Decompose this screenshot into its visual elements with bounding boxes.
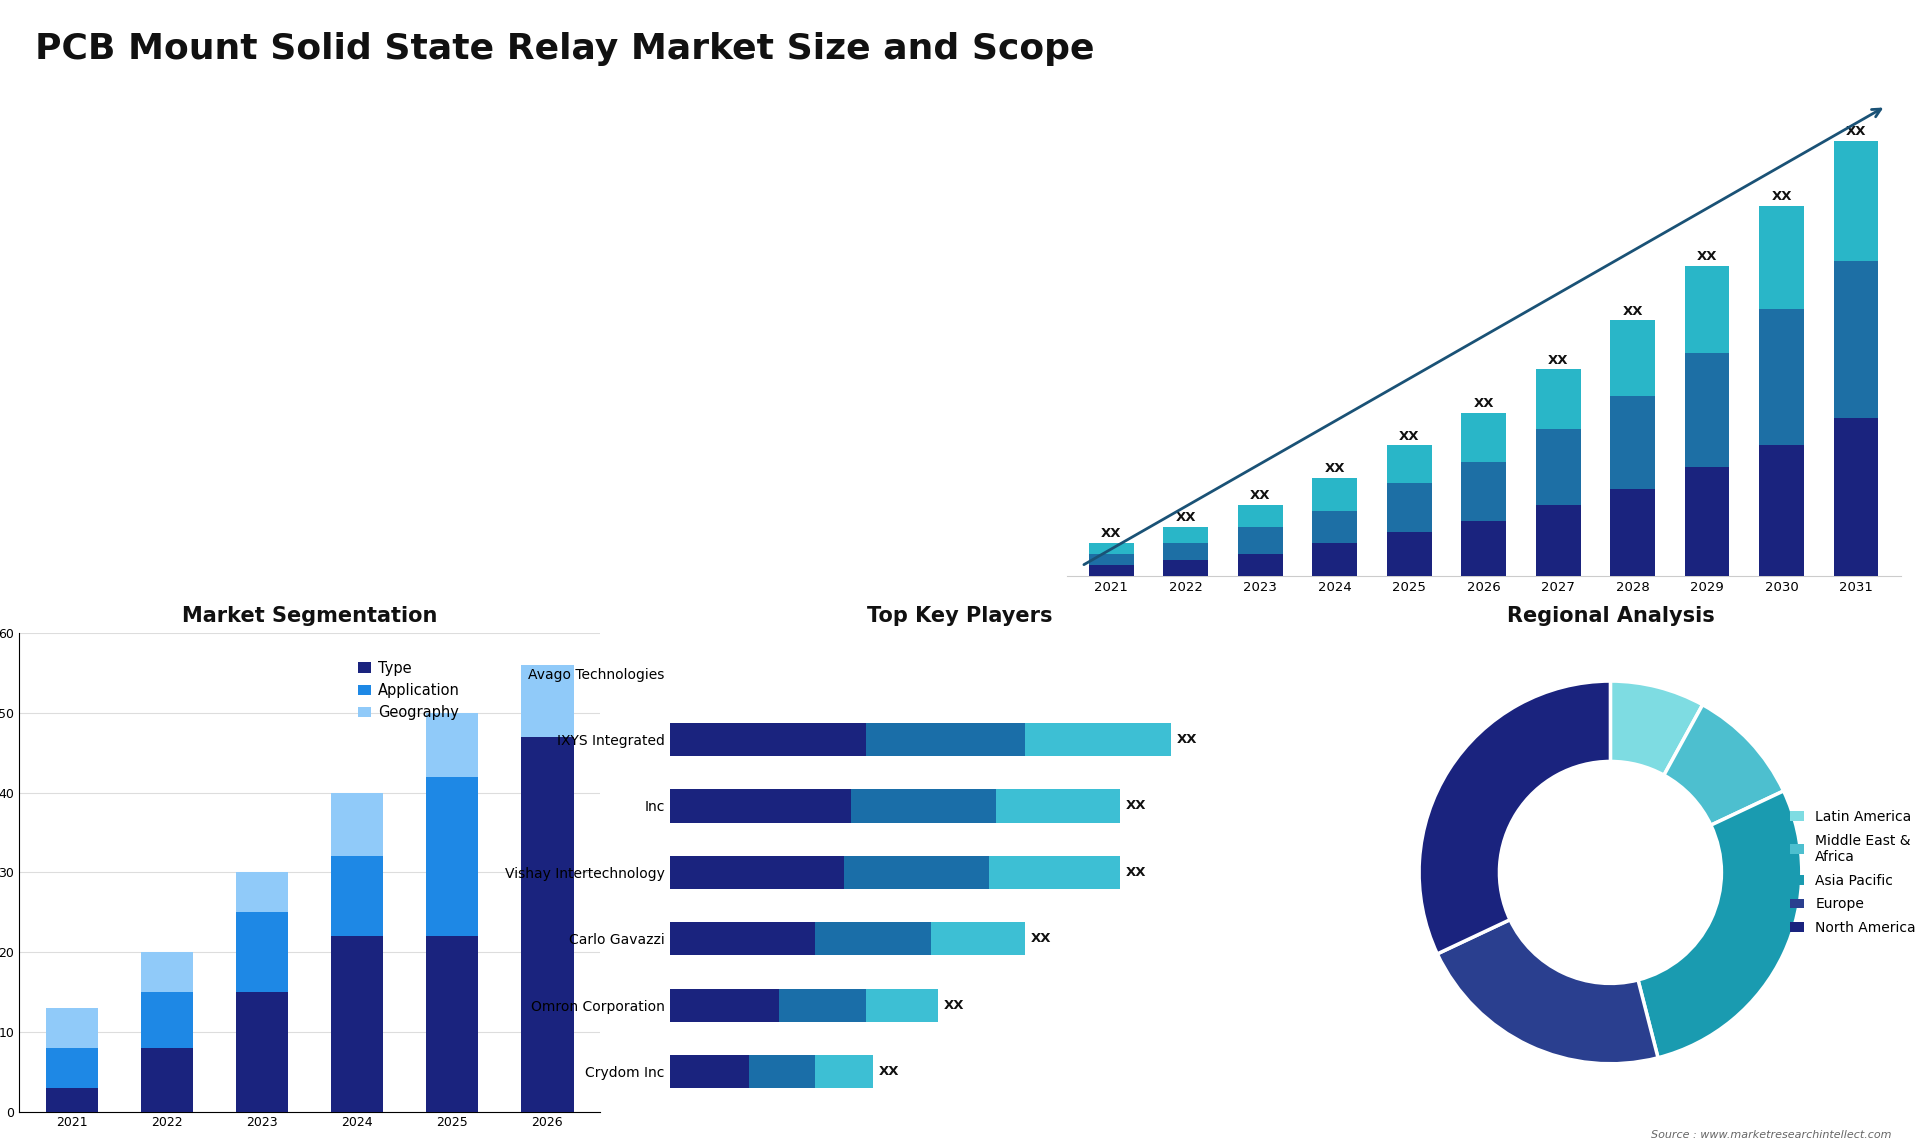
Text: XX: XX [945, 999, 964, 1012]
Text: XX: XX [1772, 190, 1791, 204]
Text: XX: XX [1697, 250, 1716, 264]
Legend: Latin America, Middle East &
Africa, Asia Pacific, Europe, North America: Latin America, Middle East & Africa, Asi… [1786, 804, 1920, 941]
Bar [1238, 527, 1283, 554]
Bar [1834, 260, 1878, 418]
Text: XX: XX [879, 1066, 899, 1078]
Wedge shape [1638, 791, 1801, 1058]
Text: XX: XX [1250, 489, 1271, 502]
Bar [140, 992, 194, 1047]
Bar [426, 777, 478, 936]
Bar [330, 793, 384, 856]
Bar [1611, 320, 1655, 397]
Text: XX: XX [1325, 462, 1346, 476]
Bar [814, 1055, 874, 1089]
Title: Market Segmentation: Market Segmentation [182, 606, 438, 626]
Bar [749, 1055, 814, 1089]
Text: XX: XX [1125, 866, 1146, 879]
Bar [426, 936, 478, 1112]
Wedge shape [1419, 681, 1611, 953]
Bar [778, 989, 866, 1022]
Bar [1313, 478, 1357, 511]
Bar [140, 1047, 194, 1112]
Text: XX: XX [1845, 125, 1866, 139]
Bar [1461, 413, 1505, 462]
Text: XX: XX [1548, 353, 1569, 367]
Bar [1386, 484, 1432, 533]
Bar [1238, 505, 1283, 527]
Bar [1611, 489, 1655, 575]
Bar [845, 856, 989, 889]
Bar [1089, 565, 1133, 575]
Bar [46, 1047, 98, 1088]
Bar [1461, 521, 1505, 575]
Bar [330, 856, 384, 936]
Bar [520, 665, 574, 737]
Text: XX: XX [1400, 430, 1419, 442]
Bar [1313, 543, 1357, 575]
Bar [1164, 543, 1208, 559]
Bar [46, 1008, 98, 1047]
Bar [670, 989, 778, 1022]
Circle shape [1500, 761, 1722, 983]
Bar [1834, 141, 1878, 260]
Bar [236, 872, 288, 912]
Text: XX: XX [1125, 800, 1146, 813]
Text: XX: XX [1175, 511, 1196, 524]
Text: XX: XX [1177, 733, 1196, 746]
Bar [1686, 353, 1730, 468]
Text: XX: XX [1031, 933, 1052, 945]
Bar [1759, 309, 1805, 446]
Bar [46, 1088, 98, 1112]
Bar [236, 912, 288, 992]
Bar [1536, 429, 1580, 505]
Bar [866, 989, 939, 1022]
Bar [330, 936, 384, 1112]
Bar [1089, 543, 1133, 554]
Bar [996, 790, 1119, 823]
Bar [1759, 206, 1805, 309]
Wedge shape [1438, 920, 1659, 1063]
Bar [1536, 369, 1580, 429]
Bar [1686, 468, 1730, 575]
Bar [670, 856, 845, 889]
Text: XX: XX [1473, 397, 1494, 410]
Bar [1164, 559, 1208, 575]
Bar [1238, 554, 1283, 575]
Bar [1759, 446, 1805, 575]
Wedge shape [1665, 705, 1784, 825]
Bar [670, 790, 851, 823]
Bar [1313, 511, 1357, 543]
Bar [1611, 397, 1655, 489]
Bar [989, 856, 1119, 889]
Bar [520, 737, 574, 1112]
Bar [1089, 554, 1133, 565]
Title: Top Key Players: Top Key Players [868, 606, 1052, 626]
Bar [866, 723, 1025, 756]
Bar [1386, 446, 1432, 484]
Bar [1164, 527, 1208, 543]
Bar [931, 923, 1025, 956]
Text: XX: XX [1622, 305, 1644, 317]
Text: Source : www.marketresearchintellect.com: Source : www.marketresearchintellect.com [1651, 1130, 1891, 1140]
Bar [1461, 462, 1505, 521]
Bar [140, 952, 194, 992]
Bar [1686, 266, 1730, 353]
Bar [670, 1055, 749, 1089]
Bar [670, 723, 866, 756]
Bar [1386, 533, 1432, 575]
Bar [670, 923, 814, 956]
Bar [1025, 723, 1171, 756]
Legend: Type, Application, Geography: Type, Application, Geography [351, 654, 467, 727]
Bar [851, 790, 996, 823]
Bar [814, 923, 931, 956]
Wedge shape [1611, 681, 1703, 775]
Text: XX: XX [1100, 527, 1121, 541]
Title: Regional Analysis: Regional Analysis [1507, 606, 1715, 626]
Bar [1536, 505, 1580, 575]
Text: PCB Mount Solid State Relay Market Size and Scope: PCB Mount Solid State Relay Market Size … [35, 32, 1094, 66]
Bar [236, 992, 288, 1112]
Bar [1834, 418, 1878, 575]
Bar [426, 713, 478, 777]
